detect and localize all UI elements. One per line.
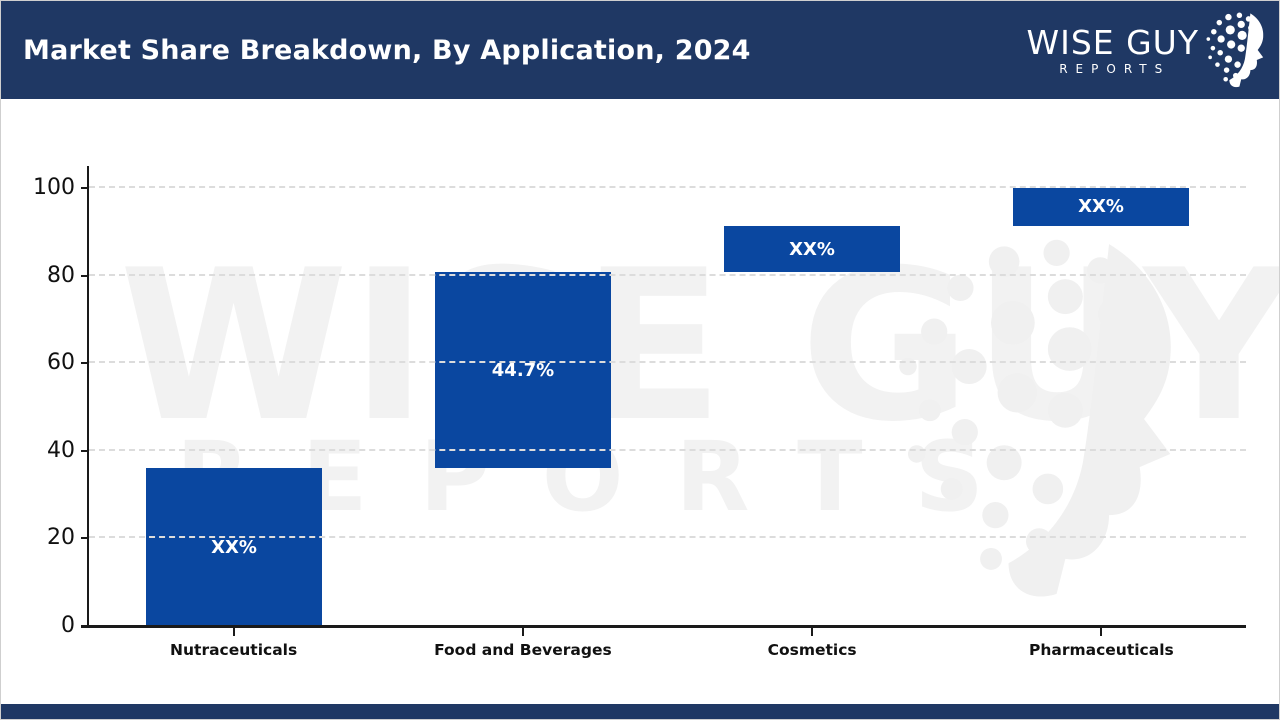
- logo-wordmark: WISE GUY: [1026, 22, 1199, 62]
- logo-subtext: REPORTS: [1059, 61, 1171, 76]
- x-category-label: Nutraceuticals: [170, 641, 298, 659]
- page-title: Market Share Breakdown, By Application, …: [23, 34, 751, 66]
- y-axis-tick: [81, 274, 89, 277]
- plot-area: XX% 44.7% XX% XX%: [89, 166, 1246, 626]
- y-axis-tick: [81, 186, 89, 189]
- gridline-60: [89, 361, 1246, 364]
- y-axis-tick: [81, 449, 89, 452]
- y-axis-tick: [81, 625, 89, 627]
- x-axis-tick: [811, 628, 814, 636]
- x-axis-tick: [232, 628, 235, 636]
- y-tick-label: 40: [47, 437, 75, 463]
- footer-band: [1, 704, 1279, 719]
- x-axis-line: [81, 625, 1246, 628]
- y-axis-tick: [81, 362, 89, 365]
- y-tick-label: 60: [47, 350, 75, 376]
- x-category-label: Cosmetics: [767, 641, 857, 659]
- y-tick-label: 100: [33, 174, 75, 200]
- logo-text: WISE GUY REPORTS: [1026, 26, 1199, 75]
- bar-value-label: XX%: [1078, 196, 1124, 218]
- bar-food-and-beverages: 44.7%: [435, 272, 611, 469]
- bar-pharmaceuticals: XX%: [1013, 187, 1189, 226]
- logo-face-icon: [1201, 11, 1265, 89]
- header-band: Market Share Breakdown, By Application, …: [1, 1, 1279, 99]
- y-tick-label: 0: [61, 613, 75, 638]
- bar-value-label: 44.7%: [491, 359, 555, 381]
- gridline-80: [89, 273, 1246, 276]
- x-axis-tick: [1100, 628, 1103, 636]
- y-tick-label: 80: [47, 262, 75, 288]
- y-tick-label: 20: [47, 525, 75, 551]
- bar-nutraceuticals: XX%: [146, 468, 322, 626]
- y-axis-tick: [81, 537, 89, 540]
- x-category-label: Pharmaceuticals: [1028, 641, 1174, 659]
- wise-guy-reports-logo: WISE GUY REPORTS: [1026, 11, 1265, 89]
- bar-value-label: XX%: [211, 536, 257, 558]
- gridline-40: [89, 448, 1246, 451]
- bar-value-label: XX%: [789, 238, 835, 260]
- x-axis-tick: [521, 628, 524, 636]
- bar-cosmetics: XX%: [724, 225, 900, 273]
- y-axis-line: [87, 166, 89, 628]
- x-category-label: Food and Beverages: [434, 641, 612, 659]
